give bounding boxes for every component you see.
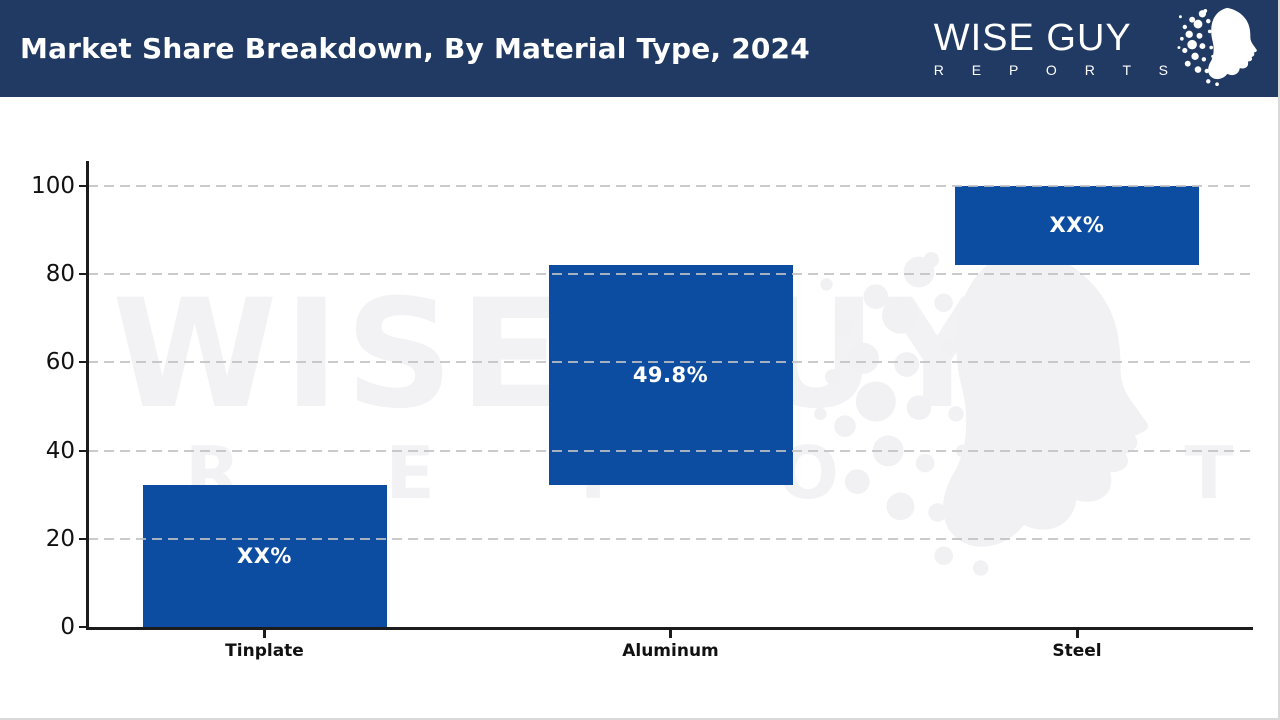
x-tick-label-aluminum: Aluminum xyxy=(622,641,719,661)
gridline-80 xyxy=(88,273,1253,276)
gridline-20 xyxy=(88,537,1253,540)
y-tick-label-80: 80 xyxy=(45,261,75,288)
y-tick-label-0: 0 xyxy=(60,614,75,640)
gridline-40 xyxy=(88,449,1253,452)
y-tick-80 xyxy=(79,273,88,276)
x-tick-label-tinplate: Tinplate xyxy=(225,641,304,661)
y-tick-label-60: 60 xyxy=(45,349,75,376)
bar-value-label: XX% xyxy=(237,543,292,568)
y-tick-label-40: 40 xyxy=(45,437,75,464)
logo-wordmark: WISE GUY xyxy=(933,17,1132,59)
chart-title: Market Share Breakdown, By Material Type… xyxy=(20,32,810,65)
x-tick-steel xyxy=(1075,629,1079,638)
y-tick-label-20: 20 xyxy=(45,525,75,552)
bar-tinplate: XX% xyxy=(142,484,387,627)
bar-steel: XX% xyxy=(955,186,1199,265)
bar-value-label: XX% xyxy=(1049,213,1105,238)
header-bar: Market Share Breakdown, By Material Type… xyxy=(0,0,1278,97)
x-tick-label-steel: Steel xyxy=(1052,641,1102,661)
y-tick-20 xyxy=(79,537,88,540)
y-tick-60 xyxy=(79,361,88,364)
y-tick-100 xyxy=(79,185,88,187)
y-axis-line xyxy=(86,161,89,630)
watermark-dotted-face-icon xyxy=(814,247,1148,576)
gridline-60 xyxy=(88,361,1253,364)
bar-value-label: 49.8% xyxy=(632,362,709,387)
dotted-face-logo-icon xyxy=(1177,7,1257,86)
chart-plot-area: WISE GUY R E P O R T S 020406080100XX%Ti… xyxy=(0,97,1278,718)
y-tick-40 xyxy=(79,449,88,452)
x-tick-tinplate xyxy=(263,629,266,638)
y-tick-0 xyxy=(79,626,88,628)
x-tick-aluminum xyxy=(669,629,672,638)
wiseguy-logo: WISE GUY R E P O R T S xyxy=(934,0,1270,97)
y-tick-label-100: 100 xyxy=(31,173,75,199)
gridline-100 xyxy=(88,185,1253,187)
x-axis-line xyxy=(86,627,1253,630)
bar-aluminum: 49.8% xyxy=(548,264,793,485)
logo-tagline: R E P O R T S xyxy=(933,62,1180,78)
logo-text: WISE GUY R E P O R T S xyxy=(934,19,1180,78)
